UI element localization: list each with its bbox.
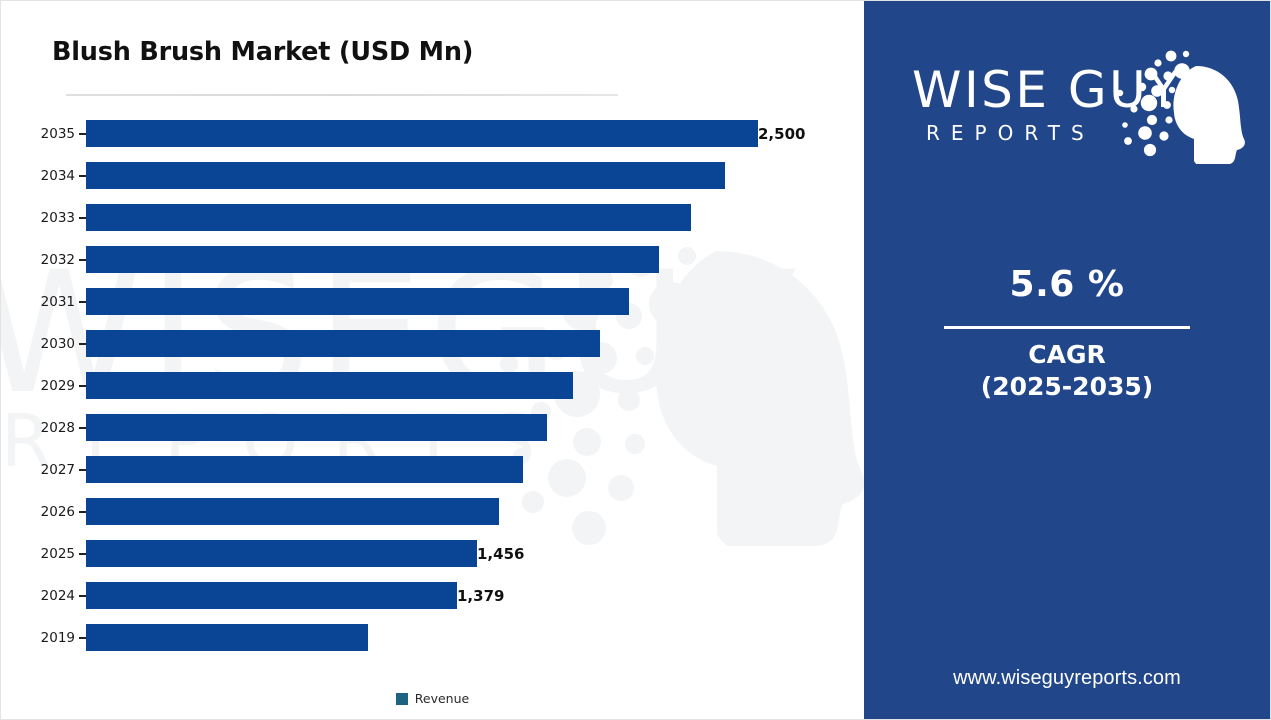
bar-revenue[interactable] xyxy=(86,204,691,231)
bar-revenue[interactable] xyxy=(86,582,457,609)
bar-row: 2028 xyxy=(1,407,864,449)
y-axis-tick xyxy=(79,259,86,261)
legend-label-revenue: Revenue xyxy=(414,691,470,706)
bar-revenue[interactable] xyxy=(86,120,758,147)
bar-revenue[interactable] xyxy=(86,498,499,525)
bar-revenue[interactable] xyxy=(86,540,477,567)
y-axis-tick xyxy=(79,343,86,345)
bar-revenue[interactable] xyxy=(86,414,547,441)
brand-panel: WISE GUY REPORTS xyxy=(864,1,1270,719)
bar-value-label: 2,500 xyxy=(758,125,806,143)
bar-row: 2031 xyxy=(1,281,864,323)
bar-revenue[interactable] xyxy=(86,246,659,273)
y-axis-tick xyxy=(79,427,86,429)
cagr-divider xyxy=(944,326,1190,329)
bar-value-label: 1,456 xyxy=(477,545,525,563)
y-axis-label: 2030 xyxy=(40,336,75,352)
svg-text:REPORTS: REPORTS xyxy=(926,121,1095,145)
cagr-label-line2: (2025-2035) xyxy=(980,372,1154,401)
bar-row: 2033 xyxy=(1,197,864,239)
cagr-value: 5.6 % xyxy=(1009,264,1125,305)
y-axis-tick xyxy=(79,385,86,387)
legend-swatch-revenue xyxy=(395,692,408,705)
title-divider xyxy=(66,94,618,96)
y-axis-tick xyxy=(79,511,86,513)
y-axis-tick xyxy=(79,553,86,555)
bar-row: 2035 2,500 xyxy=(1,113,864,155)
y-axis-label: 2025 xyxy=(40,546,75,562)
bar-value-label: 1,379 xyxy=(457,587,505,605)
bar-row: 2030 xyxy=(1,323,864,365)
bar-revenue[interactable] xyxy=(86,330,600,357)
bar-revenue[interactable] xyxy=(86,624,368,651)
y-axis-tick xyxy=(79,637,86,639)
y-axis-tick xyxy=(79,301,86,303)
y-axis-label: 2034 xyxy=(40,168,75,184)
cagr-label-line1: CAGR xyxy=(1028,340,1106,369)
y-axis-tick xyxy=(79,217,86,219)
chart-title: Blush Brush Market (USD Mn) xyxy=(52,37,474,67)
wiseguy-logo: WISE GUY REPORTS xyxy=(864,39,1270,164)
website-url: www.wiseguyreports.com xyxy=(953,667,1181,689)
bar-row: 2034 xyxy=(1,155,864,197)
bar-row: 2025 1,456 xyxy=(1,533,864,575)
y-axis-label: 2032 xyxy=(40,252,75,268)
bar-revenue[interactable] xyxy=(86,456,523,483)
bar-revenue[interactable] xyxy=(86,162,725,189)
y-axis-label: 2028 xyxy=(40,420,75,436)
bar-revenue[interactable] xyxy=(86,288,629,315)
y-axis-label: 2033 xyxy=(40,210,75,226)
y-axis-tick xyxy=(79,595,86,597)
y-axis-tick xyxy=(79,133,86,135)
bar-row: 2026 xyxy=(1,491,864,533)
y-axis-tick xyxy=(79,469,86,471)
bar-row: 2024 1,379 xyxy=(1,575,864,617)
bar-chart-plot: 2035 2,500 2034 2033 2032 2031 2030 2029 2028 202… xyxy=(1,113,864,658)
y-axis-tick xyxy=(79,175,86,177)
y-axis-label: 2029 xyxy=(40,378,75,394)
chart-legend: Revenue xyxy=(1,691,864,706)
bar-row: 2029 xyxy=(1,365,864,407)
y-axis-label: 2027 xyxy=(40,462,75,478)
y-axis-label: 2026 xyxy=(40,504,75,520)
bar-row: 2027 xyxy=(1,449,864,491)
cagr-label: CAGR (2025-2035) xyxy=(864,339,1270,403)
bar-row: 2019 xyxy=(1,617,864,659)
y-axis-label: 2024 xyxy=(40,588,75,604)
y-axis-label: 2019 xyxy=(40,630,75,646)
bar-row: 2032 xyxy=(1,239,864,281)
bar-revenue[interactable] xyxy=(86,372,573,399)
y-axis-label: 2035 xyxy=(40,126,75,142)
y-axis-label: 2031 xyxy=(40,294,75,310)
